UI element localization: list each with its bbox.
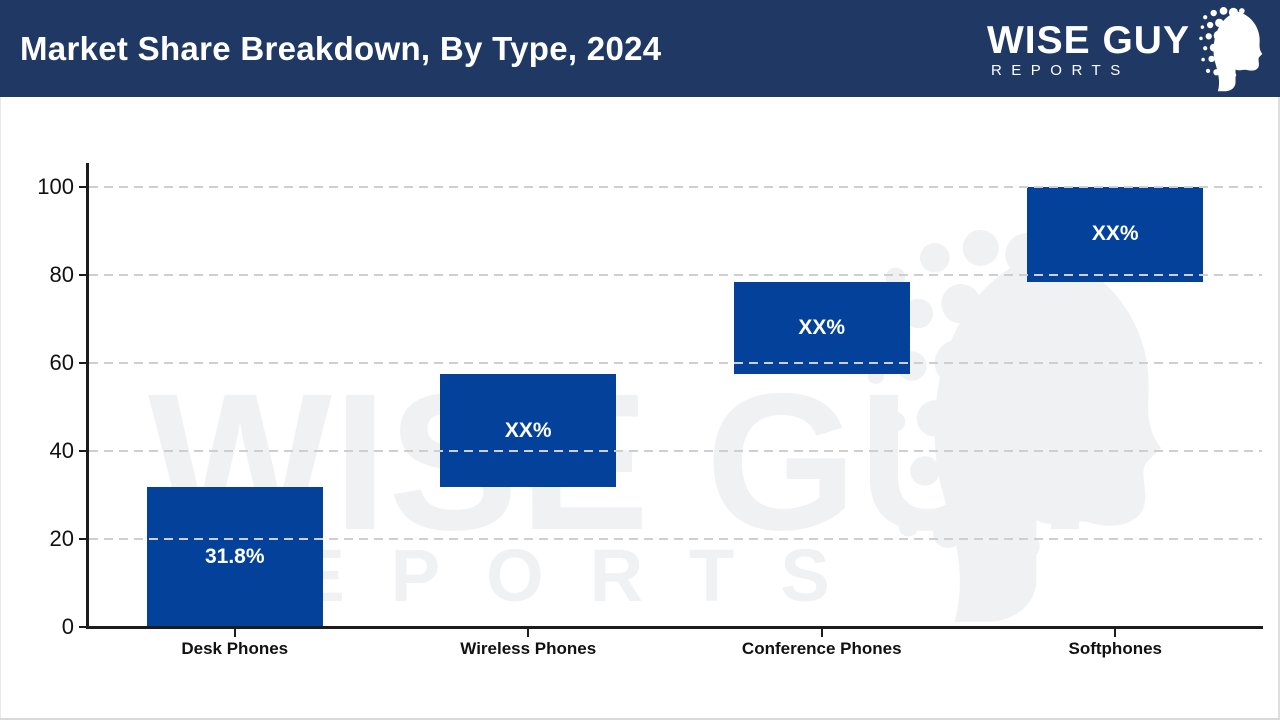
header: Market Share Breakdown, By Type, 2024 WI…: [0, 0, 1280, 97]
x-category-label: Wireless Phones: [460, 639, 597, 658]
y-tick-label: 40: [49, 438, 74, 463]
gridline: [89, 186, 1262, 188]
y-tick-mark: [79, 626, 87, 628]
y-tick-label: 0: [61, 614, 74, 639]
logo-wordmark: WISE GUY REPORTS: [987, 21, 1190, 78]
y-tick-mark: [79, 538, 87, 540]
gridline: [89, 450, 1262, 452]
bar: XX%: [1027, 187, 1204, 282]
y-tick-label: 60: [49, 350, 74, 375]
x-tick-mark: [820, 629, 823, 637]
y-tick-mark: [79, 450, 87, 452]
gridline: [89, 538, 1262, 540]
bar-value-label: 31.8%: [204, 545, 265, 569]
y-tick-label: 20: [49, 526, 74, 551]
chart-title: Market Share Breakdown, By Type, 2024: [20, 29, 662, 67]
x-category-label: Desk Phones: [181, 639, 289, 658]
y-tick-label: 100: [37, 174, 74, 199]
y-tick-label: 80: [49, 262, 74, 287]
frame-right-edge: [1278, 97, 1280, 720]
x-tick-mark: [1114, 629, 1117, 637]
bar-value-label: XX%: [1091, 222, 1139, 246]
logo-line2: REPORTS: [990, 61, 1130, 79]
bar: 31.8%: [146, 487, 323, 627]
x-tick-mark: [527, 629, 530, 637]
y-tick-mark: [79, 362, 87, 364]
bar: XX%: [733, 281, 910, 374]
frame-bottom-edge: [0, 718, 1280, 720]
gridline: [89, 362, 1262, 364]
x-axis-line: [86, 626, 1263, 629]
x-category-label: Conference Phones: [741, 639, 902, 658]
frame-left-edge: [0, 97, 1, 720]
x-tick-mark: [233, 629, 236, 637]
plot-region: WISE GUY REPORTS 31.8% XX% XX% XX% 0 20 40 60 8…: [0, 97, 1280, 720]
brand-logo: WISE GUY REPORTS: [987, 4, 1270, 94]
bar-value-label: XX%: [798, 315, 846, 339]
gridline: [89, 274, 1262, 276]
y-tick-mark: [79, 274, 87, 276]
bar: XX%: [440, 374, 617, 488]
x-category-label: Softphones: [1068, 639, 1163, 658]
logo-line1: WISE GUY: [986, 18, 1190, 62]
y-axis-line: [86, 163, 89, 629]
y-tick-mark: [79, 186, 87, 188]
bar-value-label: XX%: [504, 418, 552, 442]
